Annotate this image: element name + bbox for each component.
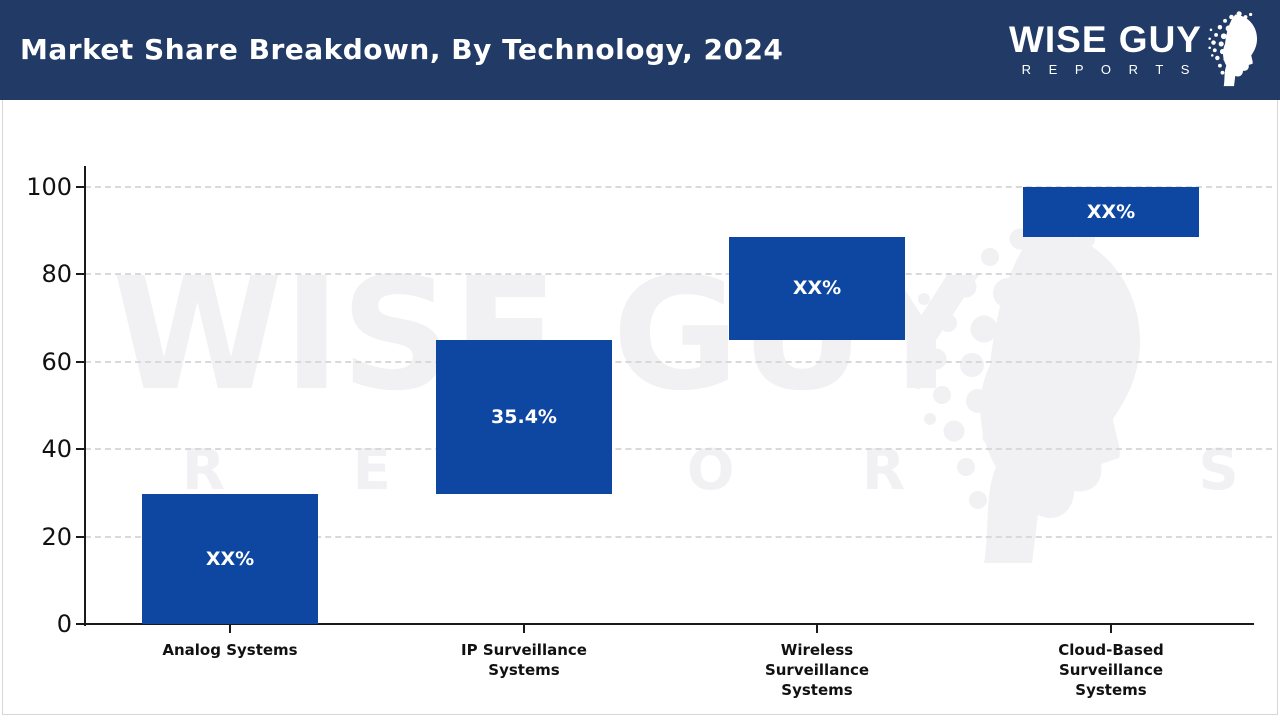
- x-axis-category-label-ip-surveillance-systems: IP Surveillance Systems: [461, 641, 587, 679]
- gridline-80: [85, 273, 1272, 276]
- x-axis-category-label-cloud-based-surveillance-systems: Cloud-Based Surveillance Systems: [1058, 641, 1164, 699]
- brand-logo-head-icon: [1208, 11, 1258, 87]
- y-axis-tick-60: [76, 360, 84, 363]
- y-axis-tick-40: [76, 448, 84, 451]
- x-axis-category-label-analog-systems: Analog Systems: [162, 641, 298, 659]
- gridline-100: [85, 186, 1272, 188]
- gridline-60: [85, 360, 1272, 363]
- bar-ip-surveillance-systems: 35.4%: [436, 339, 612, 495]
- bar-value-label-cloud-based-surveillance-systems: XX%: [1086, 201, 1136, 224]
- bar-value-label-ip-surveillance-systems: 35.4%: [491, 405, 557, 428]
- x-axis-line: [84, 623, 1254, 625]
- brand-logo-tagline: R E P O R T S: [1021, 62, 1197, 77]
- header-bar: Market Share Breakdown, By Technology, 2…: [0, 0, 1280, 100]
- bar-value-label-wireless-surveillance-systems: XX%: [792, 277, 842, 300]
- y-axis-tick-20: [76, 535, 84, 538]
- y-axis-tick-label-40: 40: [41, 435, 72, 464]
- y-axis-tick-label-60: 60: [41, 347, 72, 376]
- y-axis-tick-label-100: 100: [26, 173, 72, 201]
- x-axis-tick-cloud-based-surveillance-systems: [1110, 625, 1112, 633]
- bar-cloud-based-surveillance-systems: XX%: [1023, 187, 1199, 238]
- gridline-20: [85, 535, 1272, 538]
- page-title: Market Share Breakdown, By Technology, 2…: [20, 33, 784, 66]
- bar-value-label-analog-systems: XX%: [205, 548, 255, 571]
- y-axis-tick-label-0: 0: [56, 610, 72, 638]
- y-axis-tick-0: [76, 623, 84, 625]
- x-axis-tick-ip-surveillance-systems: [523, 625, 525, 633]
- y-axis-tick-label-20: 20: [41, 522, 72, 551]
- x-axis-tick-wireless-surveillance-systems: [816, 625, 818, 633]
- y-axis-tick-label-80: 80: [41, 260, 72, 289]
- bar-wireless-surveillance-systems: XX%: [729, 237, 905, 340]
- x-axis-category-label-wireless-surveillance-systems: Wireless Surveillance Systems: [764, 641, 870, 699]
- y-axis-line: [84, 166, 86, 626]
- x-axis-tick-analog-systems: [229, 625, 231, 633]
- y-axis-tick-80: [76, 273, 84, 276]
- brand-logo-name: WISE GUY: [1008, 19, 1202, 60]
- brand-logo: WISE GUY R E P O R T S: [1009, 10, 1266, 88]
- y-axis-tick-100: [76, 186, 84, 188]
- gridline-40: [85, 448, 1272, 451]
- bar-analog-systems: XX%: [142, 494, 318, 624]
